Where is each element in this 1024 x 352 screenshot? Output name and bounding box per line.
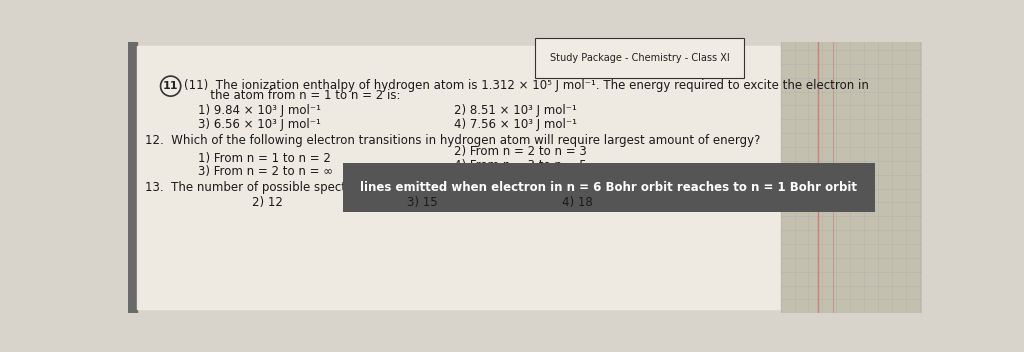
- Text: 1) From n = 1 to n = 2: 1) From n = 1 to n = 2: [198, 152, 331, 165]
- Text: 13.  The number of possible spectral: 13. The number of possible spectral: [145, 181, 366, 194]
- Text: 3) From n = 2 to n = ∞: 3) From n = 2 to n = ∞: [198, 165, 333, 178]
- Circle shape: [161, 76, 180, 96]
- Text: 3) 15: 3) 15: [407, 196, 437, 209]
- Text: 4) 7.56 × 10³ J mol⁻¹: 4) 7.56 × 10³ J mol⁻¹: [454, 119, 577, 131]
- Text: 4) From n = 3 to n = 5: 4) From n = 3 to n = 5: [454, 159, 586, 172]
- Text: lines emitted when electron in n = 6 Bohr orbit reaches to n = 1 Bohr orbit: lines emitted when electron in n = 6 Boh…: [360, 181, 857, 194]
- Text: 2) From n = 2 to n = 3: 2) From n = 2 to n = 3: [454, 145, 587, 158]
- Text: 12.  Which of the following electron transitions in hydrogen atom will require l: 12. Which of the following electron tran…: [145, 134, 761, 147]
- Text: 2) 8.51 × 10³ J mol⁻¹: 2) 8.51 × 10³ J mol⁻¹: [454, 104, 577, 117]
- Text: 1) 9.84 × 10³ J mol⁻¹: 1) 9.84 × 10³ J mol⁻¹: [198, 104, 321, 117]
- Text: 11: 11: [163, 81, 178, 91]
- Text: Study Package - Chemistry - Class XI: Study Package - Chemistry - Class XI: [550, 53, 729, 63]
- Bar: [780, 42, 922, 313]
- Text: (11)  The ionization enthalpy of hydrogen atom is 1.312 × 10⁵ J mol⁻¹. The energ: (11) The ionization enthalpy of hydrogen…: [183, 79, 868, 92]
- Text: 2) 12: 2) 12: [252, 196, 283, 209]
- Text: the atom from n = 1 to n = 2 is:: the atom from n = 1 to n = 2 is:: [183, 89, 400, 102]
- Text: 3) 6.56 × 10³ J mol⁻¹: 3) 6.56 × 10³ J mol⁻¹: [198, 119, 321, 131]
- Bar: [128, 42, 137, 313]
- Text: 4) 18: 4) 18: [562, 196, 593, 209]
- Bar: [137, 46, 780, 309]
